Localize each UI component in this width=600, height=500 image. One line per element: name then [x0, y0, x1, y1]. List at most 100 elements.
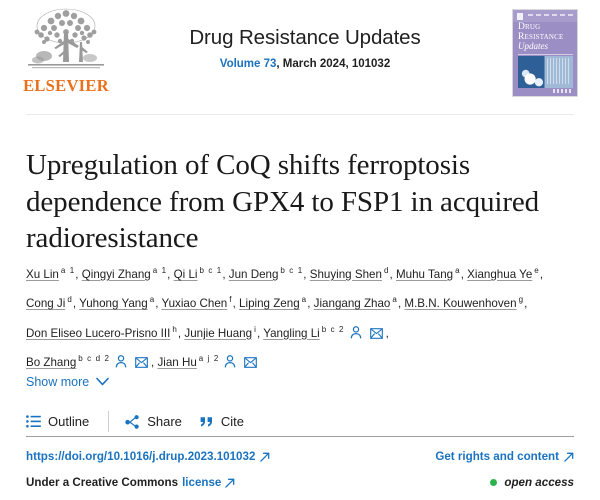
author-name-link[interactable]: Liping Zeng	[239, 297, 300, 311]
author-name-link[interactable]: Yuhong Yang	[79, 297, 148, 311]
author-separator: ,	[256, 326, 261, 340]
author-affiliation-marker: h	[172, 324, 178, 334]
author-affiliation-marker: a	[301, 295, 308, 305]
share-button[interactable]: Share	[125, 414, 182, 429]
cover-footer-mark	[553, 89, 571, 93]
outline-label: Outline	[48, 414, 90, 429]
author-name-link[interactable]: Xianghua Ye	[467, 267, 533, 281]
share-label: Share	[147, 414, 182, 429]
doi-text: https://doi.org/10.1016/j.drup.2023.1010…	[26, 450, 256, 463]
doi-link[interactable]: https://doi.org/10.1016/j.drup.2023.1010…	[26, 450, 270, 463]
person-icon[interactable]	[350, 325, 362, 339]
author-separator: ,	[155, 297, 159, 311]
open-access-badge: open access	[490, 476, 574, 489]
person-icon[interactable]	[224, 355, 236, 368]
author-separator: ,	[524, 297, 528, 311]
author-affiliation-marker: a 1	[60, 266, 76, 275]
issue-meta-text: , March 2024, 101032	[276, 57, 391, 70]
journal-info: Drug Resistance Updates Volume 73, March…	[120, 26, 490, 70]
author-name-link[interactable]: Jun Deng	[228, 267, 279, 281]
author-entry: Qi Li b c 1,	[173, 266, 226, 281]
quote-icon	[200, 416, 214, 428]
volume-link[interactable]: Volume 73	[219, 57, 277, 70]
outline-list-icon	[26, 415, 41, 428]
article-action-bar: Outline Share	[26, 411, 244, 432]
envelope-icon[interactable]	[135, 357, 148, 368]
cover-title-block: Drug Resistance Updates	[513, 22, 577, 52]
author-affiliation-marker: d	[383, 266, 390, 275]
author-separator: ,	[177, 326, 182, 340]
journal-title[interactable]: Drug Resistance Updates	[189, 26, 421, 49]
author-entry: Cong Ji d,	[26, 295, 76, 311]
envelope-icon[interactable]	[369, 327, 383, 339]
footer-divider	[26, 436, 574, 437]
cite-button[interactable]: Cite	[200, 414, 244, 429]
journal-cover-thumbnail[interactable]: Drug Resistance Updates	[512, 9, 578, 97]
author-affiliation-marker: b c d 2	[78, 354, 110, 364]
elsevier-tree-icon	[28, 8, 104, 69]
author-entry: Yuxiao Chen f,	[161, 295, 236, 311]
cover-artwork	[518, 56, 573, 88]
author-affiliation-marker: d	[67, 295, 73, 305]
author-affiliation-marker: f	[229, 295, 233, 305]
author-name-link[interactable]: Xu Lin	[26, 267, 59, 281]
license-link[interactable]: license	[182, 476, 235, 489]
cite-label: Cite	[220, 414, 245, 429]
open-access-dot-icon	[490, 479, 498, 486]
author-entry: Jian Hu a j 2	[157, 354, 260, 369]
external-link-icon	[260, 452, 270, 462]
outline-button[interactable]: Outline	[26, 414, 89, 429]
author-name-link[interactable]: M.B.N. Kouwenhoven	[404, 297, 517, 311]
author-affiliation-marker: b c 1	[199, 266, 223, 275]
license-link-text: license	[182, 476, 222, 489]
author-entry: Yangling Li b c 2,	[263, 325, 389, 340]
author-name-link[interactable]: Yangling Li	[263, 326, 320, 340]
author-affiliation-marker: i	[254, 324, 257, 334]
author-name-link[interactable]: Jiangang Zhao	[313, 297, 391, 311]
author-separator: ,	[222, 267, 226, 281]
author-separator: ,	[151, 355, 155, 369]
author-name-link[interactable]: Bo Zhang	[26, 355, 77, 369]
author-name-link[interactable]: Junjie Huang	[184, 326, 253, 340]
author-name-link[interactable]: Shuying Shen	[309, 267, 382, 281]
author-name-link[interactable]: Don Eliseo Lucero-Prisno III	[26, 326, 171, 340]
author-name-link[interactable]: Qi Li	[173, 267, 198, 281]
author-entry: Xianghua Ye e,	[467, 266, 543, 281]
journal-header: ELSEVIER Drug Resistance Updates Volume …	[0, 0, 600, 115]
action-bar-divider	[108, 411, 110, 432]
cover-title-line-1: Drug	[518, 22, 541, 32]
author-name-link[interactable]: Yuxiao Chen	[161, 297, 228, 311]
author-name-link[interactable]: Qingyi Zhang	[81, 267, 151, 281]
person-icon[interactable]	[115, 355, 127, 368]
author-entry: Shuying Shen d,	[309, 266, 393, 281]
author-entry: Yuhong Yang a,	[79, 295, 159, 311]
author-entry: Bo Zhang b c d 2,	[26, 354, 155, 369]
author-separator: ,	[397, 297, 402, 311]
author-affiliation-marker: a	[392, 295, 398, 305]
elsevier-logo[interactable]: ELSEVIER	[22, 6, 110, 98]
show-more-button[interactable]: Show more	[26, 375, 110, 389]
cover-publisher-mark-icon	[517, 13, 523, 20]
author-separator: ,	[167, 267, 171, 281]
author-affiliation-marker: a	[455, 266, 461, 275]
article-title: Upregulation of CoQ shifts ferroptosis d…	[26, 149, 540, 255]
author-affiliation-marker: g	[518, 295, 525, 305]
author-affiliation-marker: b c 1	[280, 266, 304, 275]
cover-title-line-2: Resistance	[518, 31, 564, 42]
author-entry: Liping Zeng a,	[239, 295, 310, 311]
chevron-down-icon	[96, 375, 110, 389]
author-entry: Don Eliseo Lucero-Prisno III h,	[26, 324, 182, 340]
cover-top-text-lines	[528, 14, 573, 16]
author-name-link[interactable]: Cong Ji	[26, 297, 66, 311]
author-name-link[interactable]: Jian Hu	[157, 355, 197, 369]
open-access-label: open access	[504, 476, 574, 489]
get-rights-and-content-link[interactable]: Get rights and content	[435, 450, 574, 463]
author-entry: Junjie Huang i,	[184, 324, 261, 340]
envelope-icon[interactable]	[244, 357, 258, 368]
author-entry: M.B.N. Kouwenhoven g,	[404, 295, 528, 311]
journal-issue-meta: Volume 73, March 2024, 101032	[120, 58, 490, 70]
author-separator: ,	[460, 267, 464, 281]
license-prefix: Under a Creative Commons	[26, 476, 179, 489]
author-name-link[interactable]: Muhu Tang	[395, 267, 454, 281]
